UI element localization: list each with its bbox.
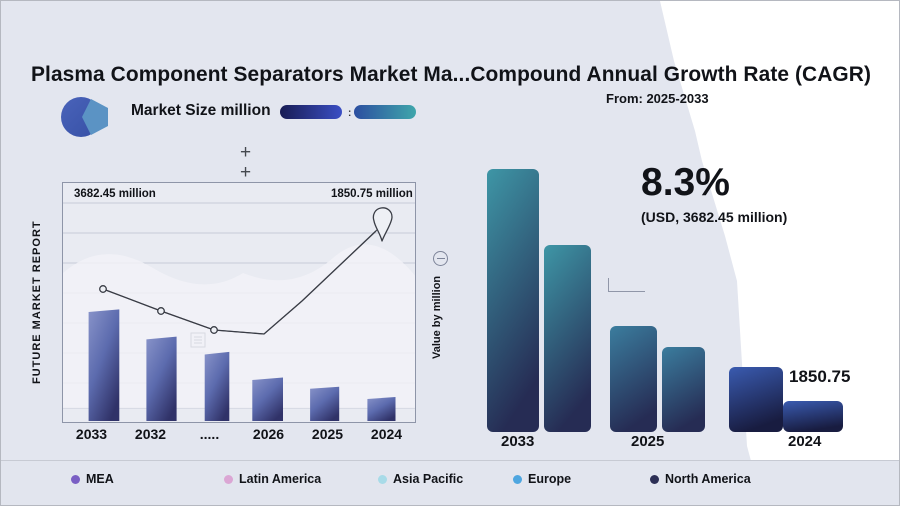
svg-text::: : — [348, 108, 351, 119]
